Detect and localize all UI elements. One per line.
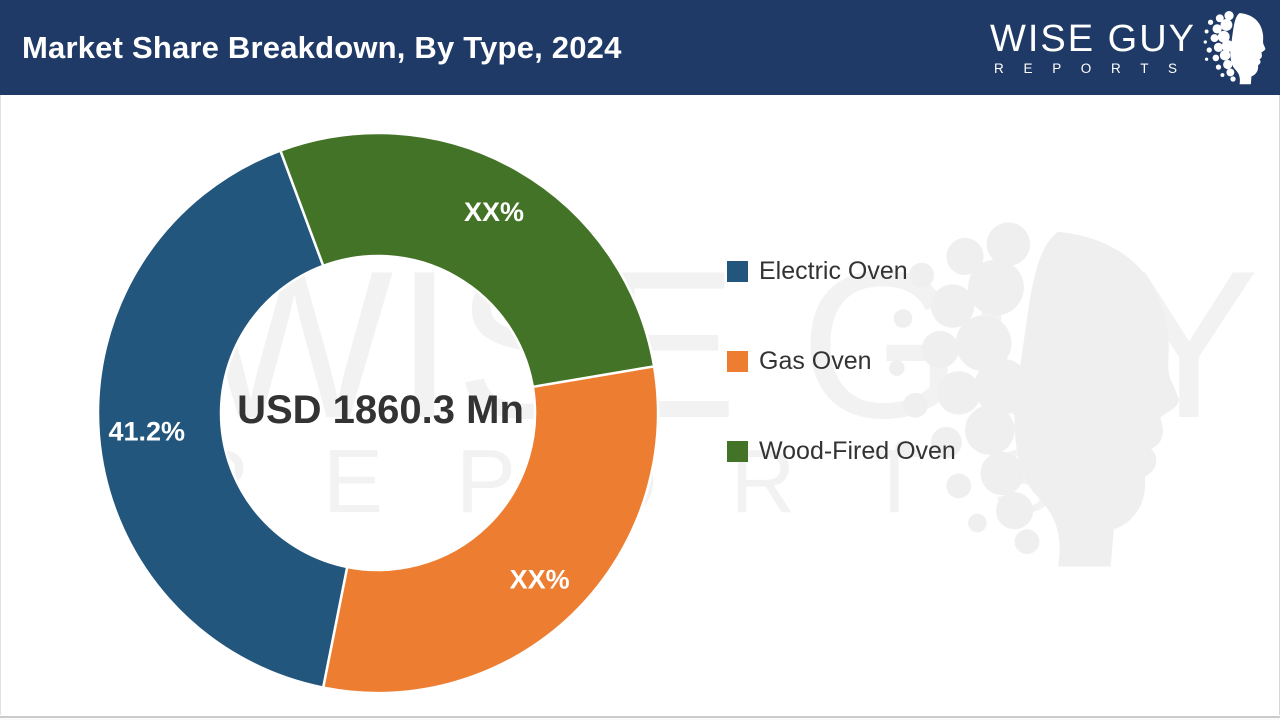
legend-swatch-gas-oven [727,350,748,372]
legend-item-wood-fired-oven[interactable]: Wood-Fired Oven [727,436,956,465]
slice-label: XX% [464,197,524,227]
legend-item-electric-oven[interactable]: Electric Oven [727,256,956,285]
legend-swatch-electric-oven [727,260,748,282]
legend-label: Wood-Fired Oven [759,436,956,465]
logo-sub-text: R E P O R T S [993,60,1186,76]
brand-logo-text: WISE GUY R E P O R T S [990,20,1196,76]
legend-label: Gas Oven [759,346,872,375]
legend-swatch-wood-fired-oven [727,440,748,462]
brand-logo: WISE GUY R E P O R T S [990,9,1266,87]
legend-item-gas-oven[interactable]: Gas Oven [727,346,956,375]
slice-label: 41.2% [108,416,185,446]
header-bar: Market Share Breakdown, By Type, 2024 WI… [0,0,1280,95]
logo-head-icon [1203,10,1266,84]
page-title: Market Share Breakdown, By Type, 2024 [22,29,622,65]
slice-electric-oven[interactable] [96,149,349,689]
slice-label: XX% [510,564,570,594]
chart-center-total: USD 1860.3 Mn [237,388,524,432]
watermark-head-logo [889,222,1179,567]
slice-wood-fired-oven[interactable] [279,131,656,389]
slice-gas-oven[interactable] [321,365,660,695]
legend-label: Electric Oven [759,256,908,285]
bottom-divider [0,716,1280,718]
bottom-margin [0,718,1280,720]
logo-brand-text: WISE GUY [989,17,1196,60]
chart-legend: Electric Oven Gas Oven Wood-Fired Oven [727,256,956,528]
